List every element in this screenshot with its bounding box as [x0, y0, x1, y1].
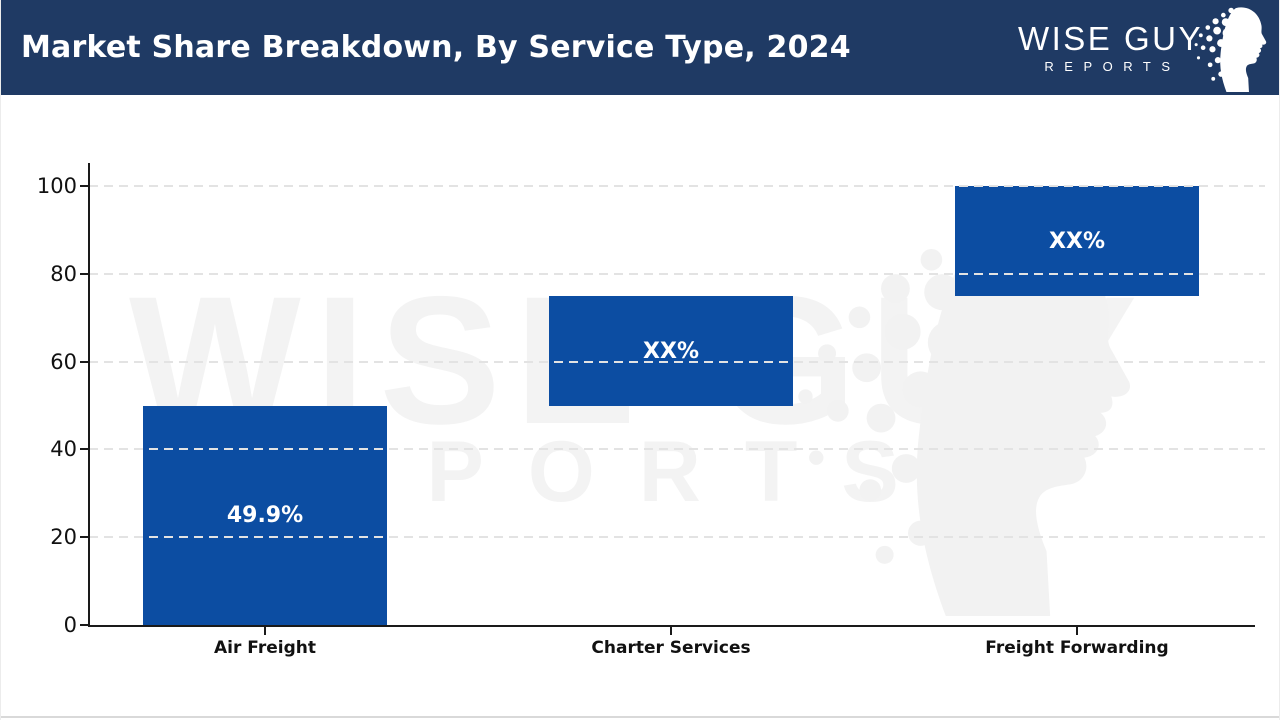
y-tick-mark	[80, 448, 88, 451]
x-tick-mark	[670, 627, 672, 635]
x-axis-line	[88, 625, 1255, 627]
chart-area: WISE GUY REPORTS 49.9%XX%XX%020406080100…	[1, 95, 1279, 720]
bottom-divider	[1, 716, 1279, 718]
x-tick-mark	[1076, 627, 1078, 635]
x-category-label: Air Freight	[214, 638, 316, 658]
gridline	[89, 185, 1265, 187]
gridline	[89, 272, 1265, 275]
header: Market Share Breakdown, By Service Type,…	[1, 0, 1279, 95]
wiseguy-logo: WISE GUY REPORTS	[1018, 4, 1267, 92]
logo-line1: WISE GUY	[1017, 20, 1203, 57]
gridline	[89, 536, 1265, 539]
y-tick-mark	[80, 185, 88, 187]
y-tick-label: 100	[36, 174, 77, 198]
y-tick-label: 60	[50, 349, 77, 374]
y-axis-line	[88, 163, 90, 627]
bar-value-label: XX%	[1049, 228, 1105, 254]
y-tick-mark	[80, 272, 88, 275]
bar-air-freight: 49.9%	[143, 405, 387, 625]
x-category-label: Freight Forwarding	[985, 638, 1169, 658]
y-tick-mark	[80, 536, 88, 539]
y-tick-label: 20	[50, 525, 77, 550]
gridline	[89, 360, 1265, 363]
page-title: Market Share Breakdown, By Service Type,…	[21, 30, 851, 65]
logo-wordmark: WISE GUY REPORTS	[1017, 20, 1203, 75]
bar-charter-services: XX%	[549, 296, 793, 406]
bar-value-label: 49.9%	[226, 502, 304, 528]
y-tick-mark	[80, 360, 88, 363]
bar-value-label: XX%	[643, 338, 699, 364]
bar-freight-forwarding: XX%	[955, 186, 1199, 297]
gridline	[89, 448, 1265, 451]
y-tick-label: 0	[63, 613, 77, 637]
x-tick-mark	[264, 627, 266, 635]
x-category-label: Charter Services	[591, 638, 751, 658]
y-tick-mark	[80, 624, 88, 626]
logo-line2: REPORTS	[1044, 59, 1181, 74]
y-tick-label: 40	[50, 437, 77, 462]
y-tick-label: 80	[50, 261, 77, 286]
